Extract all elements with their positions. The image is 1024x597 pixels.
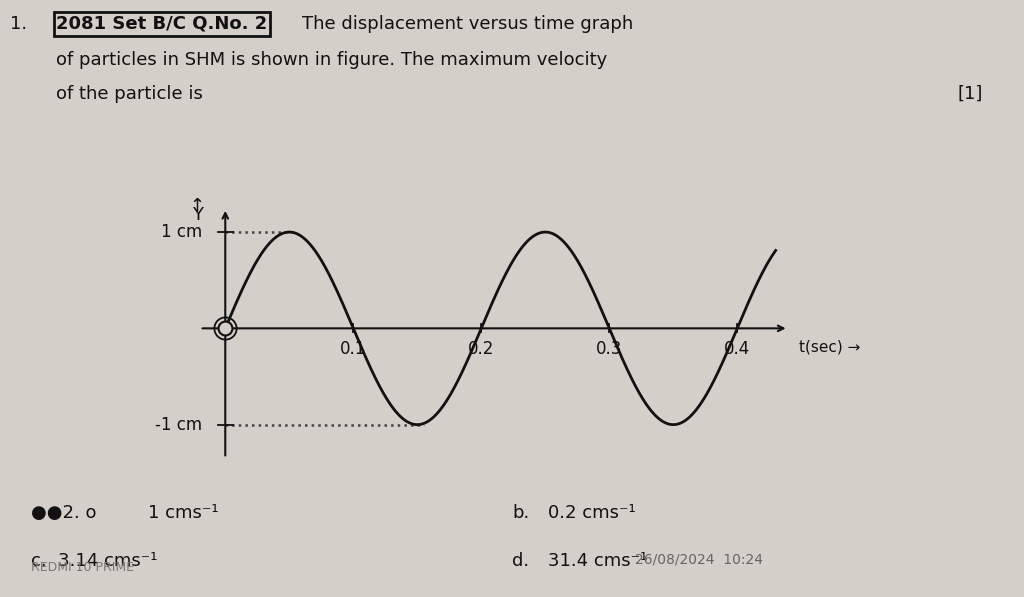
Text: REDMI 10 PRIME: REDMI 10 PRIME (31, 561, 134, 574)
Text: of particles in SHM is shown in figure. The maximum velocity: of particles in SHM is shown in figure. … (56, 51, 607, 69)
Text: -1 cm: -1 cm (155, 416, 203, 433)
Text: ●●2. o: ●●2. o (31, 504, 96, 522)
Text: t(sec) →: t(sec) → (799, 340, 860, 355)
Text: [1]: [1] (957, 85, 983, 103)
Text: 31.4 cms⁻¹: 31.4 cms⁻¹ (548, 552, 647, 570)
Text: 0.2: 0.2 (468, 340, 495, 358)
Text: 0.4: 0.4 (724, 340, 751, 358)
Text: 1 cms⁻¹: 1 cms⁻¹ (148, 504, 219, 522)
Text: Y: Y (191, 207, 203, 224)
Text: The displacement versus time graph: The displacement versus time graph (302, 15, 633, 33)
Text: 0.2 cms⁻¹: 0.2 cms⁻¹ (548, 504, 636, 522)
Text: 1.: 1. (10, 15, 28, 33)
Text: ↑: ↑ (189, 197, 205, 215)
Text: 26/08/2024  10:24: 26/08/2024 10:24 (635, 552, 763, 566)
Text: d.: d. (512, 552, 529, 570)
Text: c.  3.14 cms⁻¹: c. 3.14 cms⁻¹ (31, 552, 158, 570)
Text: 1 cm: 1 cm (161, 223, 203, 241)
Text: of the particle is: of the particle is (56, 85, 203, 103)
Text: b.: b. (512, 504, 529, 522)
Text: 0.3: 0.3 (596, 340, 623, 358)
Text: 0.1: 0.1 (340, 340, 367, 358)
Text: 2081 Set B/C Q.No. 2: 2081 Set B/C Q.No. 2 (56, 15, 267, 33)
